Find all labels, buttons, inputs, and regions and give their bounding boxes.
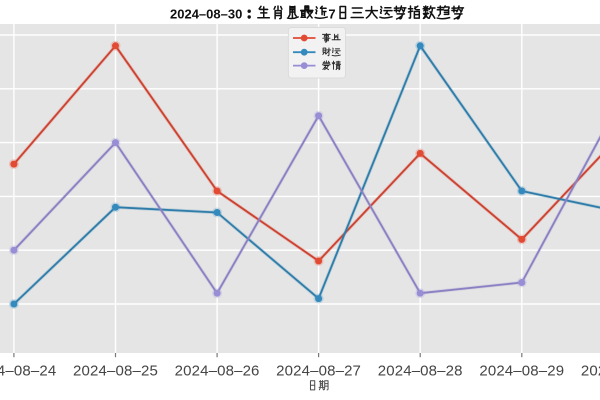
svg-text:2024–08–27: 2024–08–27 xyxy=(276,363,361,380)
svg-text:2024–08–26: 2024–08–26 xyxy=(175,363,260,380)
svg-text:2024–08–24: 2024–08–24 xyxy=(0,363,56,380)
svg-text:2024–08–30: 2024–08–30 xyxy=(581,363,600,380)
svg-text:7: 7 xyxy=(328,6,335,21)
svg-text:2024–08–28: 2024–08–28 xyxy=(378,363,463,380)
svg-text:2024–08–30: 2024–08–30 xyxy=(170,6,242,21)
svg-text:2024–08–29: 2024–08–29 xyxy=(479,363,564,380)
svg-text:2024–08–25: 2024–08–25 xyxy=(73,363,158,380)
